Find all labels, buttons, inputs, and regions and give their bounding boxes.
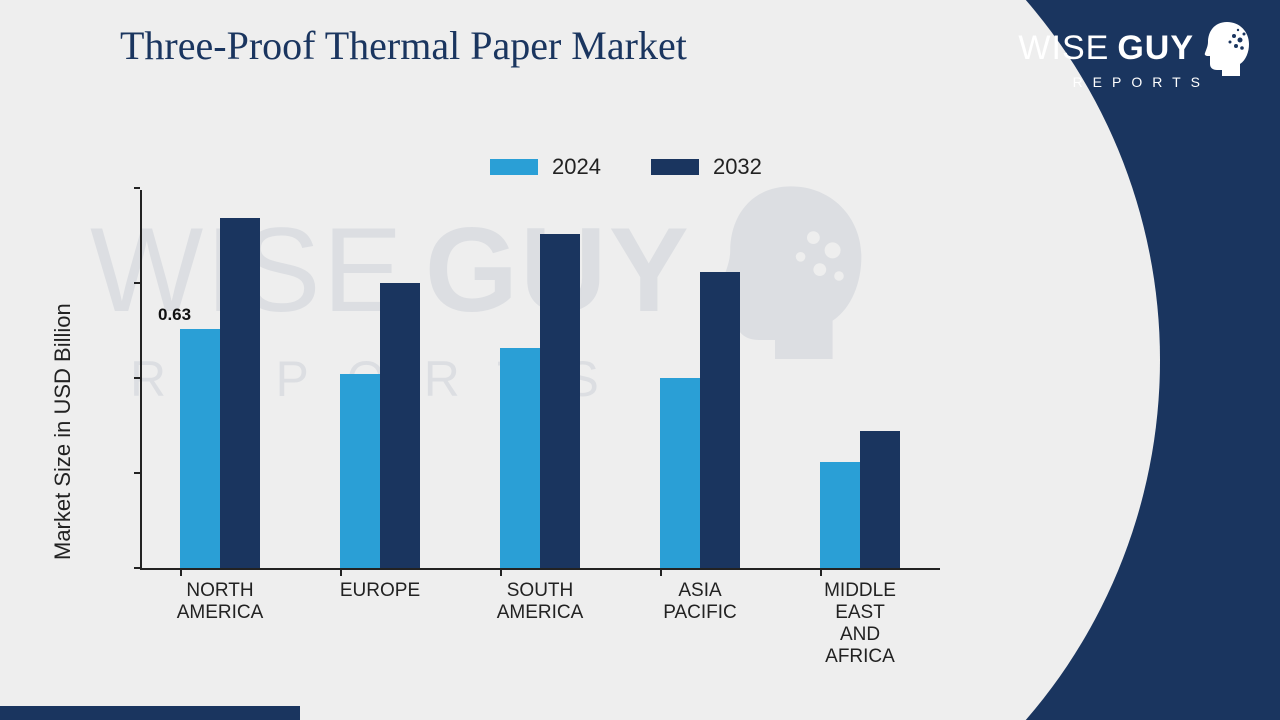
bar-2024	[820, 462, 860, 568]
logo-head-icon	[1202, 20, 1252, 76]
legend-swatch-2024	[490, 159, 538, 175]
logo-wise: WISE	[1018, 29, 1109, 68]
x-axis-category-label: ASIAPACIFIC	[630, 580, 770, 624]
bar-group	[320, 283, 440, 568]
x-axis-category-label: EUROPE	[310, 580, 450, 602]
bar-group	[160, 218, 280, 568]
y-tick	[134, 282, 140, 284]
y-axis-line	[140, 190, 142, 568]
bar-2032	[380, 283, 420, 568]
bar-group	[480, 234, 600, 568]
plot-area: 0.63	[140, 190, 940, 570]
x-tick	[500, 570, 502, 576]
x-axis-category-label: SOUTHAMERICA	[470, 580, 610, 624]
legend: 2024 2032	[490, 154, 762, 180]
legend-swatch-2032	[651, 159, 699, 175]
y-tick	[134, 472, 140, 474]
chart-area: Market Size in USD Billion 2024 2032 0.6…	[60, 150, 960, 710]
x-tick	[660, 570, 662, 576]
bar-2032	[860, 431, 900, 568]
stage: WISE GUY REPORTS WISE GUY REPORTS Three-…	[0, 0, 1280, 720]
legend-label-2032: 2032	[713, 154, 762, 180]
bar-2024	[500, 348, 540, 568]
brand-logo: WISE GUY REPORTS	[1018, 20, 1252, 90]
x-axis-category-label: MIDDLEEASTANDAFRICA	[790, 580, 930, 667]
x-tick	[340, 570, 342, 576]
x-tick	[180, 570, 182, 576]
legend-item-2032: 2032	[651, 154, 762, 180]
bar-2024	[660, 378, 700, 568]
bar-group	[640, 272, 760, 568]
logo-reports: REPORTS	[1018, 74, 1210, 90]
bar-2032	[700, 272, 740, 568]
y-tick	[134, 567, 140, 569]
y-tick	[134, 187, 140, 189]
bar-2024	[340, 374, 380, 568]
bar-group	[800, 431, 920, 568]
bar-2024	[180, 329, 220, 568]
y-axis-label: Market Size in USD Billion	[50, 303, 76, 560]
chart-title: Three-Proof Thermal Paper Market	[120, 22, 687, 69]
bar-2032	[540, 234, 580, 568]
bar-value-label: 0.63	[158, 305, 191, 325]
y-tick	[134, 377, 140, 379]
x-axis-category-label: NORTHAMERICA	[150, 580, 290, 624]
legend-item-2024: 2024	[490, 154, 601, 180]
bottom-accent-bar	[0, 706, 300, 720]
bar-2032	[220, 218, 260, 568]
legend-label-2024: 2024	[552, 154, 601, 180]
x-tick	[820, 570, 822, 576]
logo-guy: GUY	[1117, 29, 1194, 68]
